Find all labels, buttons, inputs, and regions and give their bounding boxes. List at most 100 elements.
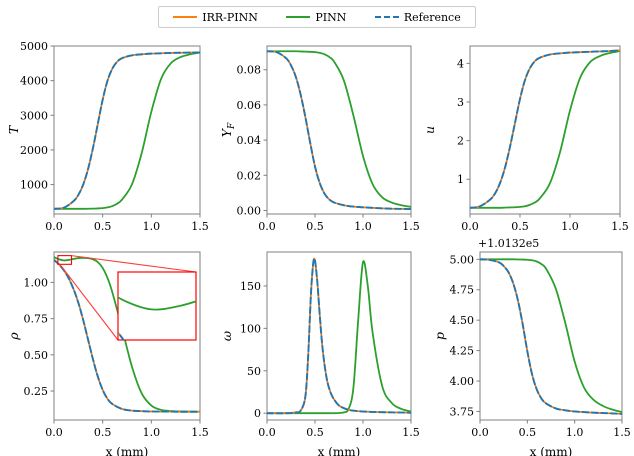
axes-frame xyxy=(266,251,412,421)
series-line-pinn xyxy=(267,50,411,208)
series-line-irr-pinn xyxy=(480,258,622,415)
x-tick-label: 0.0 xyxy=(45,220,63,230)
legend-swatch-reference xyxy=(374,16,399,18)
series-line-reference xyxy=(480,258,622,415)
curves-group xyxy=(267,257,411,415)
legend-label-irr-pinn: IRR-PINN xyxy=(202,10,258,24)
inset-series-line-pinn xyxy=(118,296,196,311)
x-tick-label: 1.0 xyxy=(561,220,579,230)
subplot-fuel-mass-fraction: 0.00 0.02 0.04 0.06 0.08 0.0 0.5 1.0 1.5 YF xyxy=(211,34,423,230)
legend: IRR-PINN PINN Reference xyxy=(158,6,476,28)
y-tick-label: 4.50 xyxy=(450,314,475,327)
y-tick-label: 4.00 xyxy=(450,375,475,388)
subplot-velocity: 1 2 3 4 0.0 0.5 1.0 1.5 u xyxy=(422,34,634,230)
x-tick-label: 1.0 xyxy=(354,426,372,439)
series-line-irr-pinn xyxy=(54,51,200,210)
x-axis-label: x (mm) xyxy=(318,445,361,456)
series-line-irr-pinn xyxy=(470,49,620,209)
subplot-density: 0.25 0.50 0.75 1.00 0.0 0.5 1.0 1.5 x (mm) ρ xyxy=(0,236,212,456)
axis-offset-text: +1.0132e5 xyxy=(478,237,539,250)
legend-swatch-irr-pinn xyxy=(173,16,198,18)
y-axis-label: p xyxy=(432,332,447,340)
subplot-temperature: 1000 2000 3000 4000 5000 0.0 0.5 1.0 1.5 T xyxy=(0,34,212,230)
y-tick-label: 0.50 xyxy=(24,349,49,362)
plot-velocity: 1 2 3 4 0.0 0.5 1.0 1.5 u xyxy=(422,45,629,230)
series-line-reference xyxy=(54,259,200,413)
y-tick-label: 4 xyxy=(457,57,464,70)
x-tick-label: 0.5 xyxy=(94,220,112,230)
x-tick-label: 1.5 xyxy=(191,426,209,439)
inset-connector-line xyxy=(59,263,119,341)
x-tick-label: 1.0 xyxy=(143,220,161,230)
x-tick-label: 1.0 xyxy=(143,426,161,439)
y-tick-label: 4.25 xyxy=(450,345,475,358)
y-tick-label: 50 xyxy=(247,365,261,378)
axes-frame xyxy=(53,251,201,421)
y-tick-label: 0.00 xyxy=(237,204,262,217)
inset-curves-group xyxy=(118,296,196,340)
legend-label-pinn: PINN xyxy=(315,10,347,24)
x-tick-label: 1.5 xyxy=(611,220,629,230)
y-tick-label: 3.75 xyxy=(450,405,475,418)
legend-swatch-pinn xyxy=(286,16,311,18)
x-tick-label: 0.0 xyxy=(471,426,489,439)
curves-group xyxy=(470,49,620,209)
x-tick-label: 0.0 xyxy=(258,426,276,439)
y-axis-label: T xyxy=(6,124,21,134)
plot-density: 0.25 0.50 0.75 1.00 0.0 0.5 1.0 1.5 x (mm) ρ xyxy=(6,251,209,456)
y-tick-label: 4000 xyxy=(20,75,48,88)
y-tick-label: 5.00 xyxy=(450,253,475,266)
curves-group xyxy=(267,50,411,211)
x-tick-label: 1.0 xyxy=(354,220,372,230)
axes-frame xyxy=(469,45,621,215)
y-tick-label: 5000 xyxy=(20,40,48,53)
plot-fuel-mass-fraction: 0.00 0.02 0.04 0.06 0.08 0.0 0.5 1.0 1.5 YF xyxy=(219,45,420,230)
y-axis-label: u xyxy=(422,126,437,134)
x-tick-label: 0.0 xyxy=(258,220,276,230)
y-axis-label: ω xyxy=(219,331,234,341)
y-tick-label: 3 xyxy=(457,96,464,109)
inset-source-box xyxy=(57,255,73,265)
axes-frame xyxy=(479,251,623,421)
x-tick-label: 1.5 xyxy=(191,220,209,230)
series-line-reference xyxy=(267,50,411,211)
plot-reaction-rate: 0 50 100 150 0.0 0.5 1.0 1.5 x (mm) ω xyxy=(219,251,420,456)
x-tick-label: 1.5 xyxy=(613,426,631,439)
y-tick-label: 0.08 xyxy=(237,64,262,77)
legend-entry-pinn: PINN xyxy=(284,11,348,24)
subplot-pressure: 3.75 4.00 4.25 4.50 4.75 5.00 0.0 0.5 1.0 1.5 x (m… xyxy=(422,236,634,456)
series-line-pinn xyxy=(480,258,622,413)
x-tick-label: 1.5 xyxy=(402,426,420,439)
inset-connector-line xyxy=(71,255,197,273)
y-tick-label: 1000 xyxy=(20,179,48,192)
y-tick-label: 0.04 xyxy=(237,134,262,147)
y-tick-label: 0 xyxy=(254,407,261,420)
series-line-irr-pinn xyxy=(267,257,411,415)
x-axis-label: x (mm) xyxy=(530,445,573,456)
legend-entry-irr-pinn: IRR-PINN xyxy=(171,11,260,24)
y-tick-label: 100 xyxy=(240,322,261,335)
x-tick-label: 0.5 xyxy=(306,426,324,439)
y-tick-label: 0.75 xyxy=(24,313,49,326)
axes-frame xyxy=(53,45,201,215)
y-tick-label: 0.02 xyxy=(237,169,262,182)
y-axis-label: ρ xyxy=(6,332,21,341)
x-tick-label: 0.5 xyxy=(306,220,324,230)
x-tick-label: 1.0 xyxy=(566,426,584,439)
y-axis-label: YF xyxy=(219,122,237,137)
curves-group xyxy=(480,258,622,415)
y-tick-label: 1.00 xyxy=(24,276,49,289)
series-line-reference xyxy=(54,51,200,210)
series-line-reference xyxy=(470,49,620,209)
y-tick-label: 150 xyxy=(240,280,261,293)
plot-pressure: 3.75 4.00 4.25 4.50 4.75 5.00 0.0 0.5 1.0 1.5 x (m… xyxy=(432,237,631,456)
x-tick-label: 0.0 xyxy=(45,426,63,439)
series-line-pinn xyxy=(54,51,200,210)
y-tick-label: 0.25 xyxy=(24,385,49,398)
curves-group xyxy=(54,51,200,210)
plot-temperature: 1000 2000 3000 4000 5000 0.0 0.5 1.0 1.5 T xyxy=(6,40,209,230)
series-line-irr-pinn xyxy=(267,50,411,210)
legend-entry-reference: Reference xyxy=(373,11,463,24)
x-tick-label: 0.0 xyxy=(461,220,479,230)
